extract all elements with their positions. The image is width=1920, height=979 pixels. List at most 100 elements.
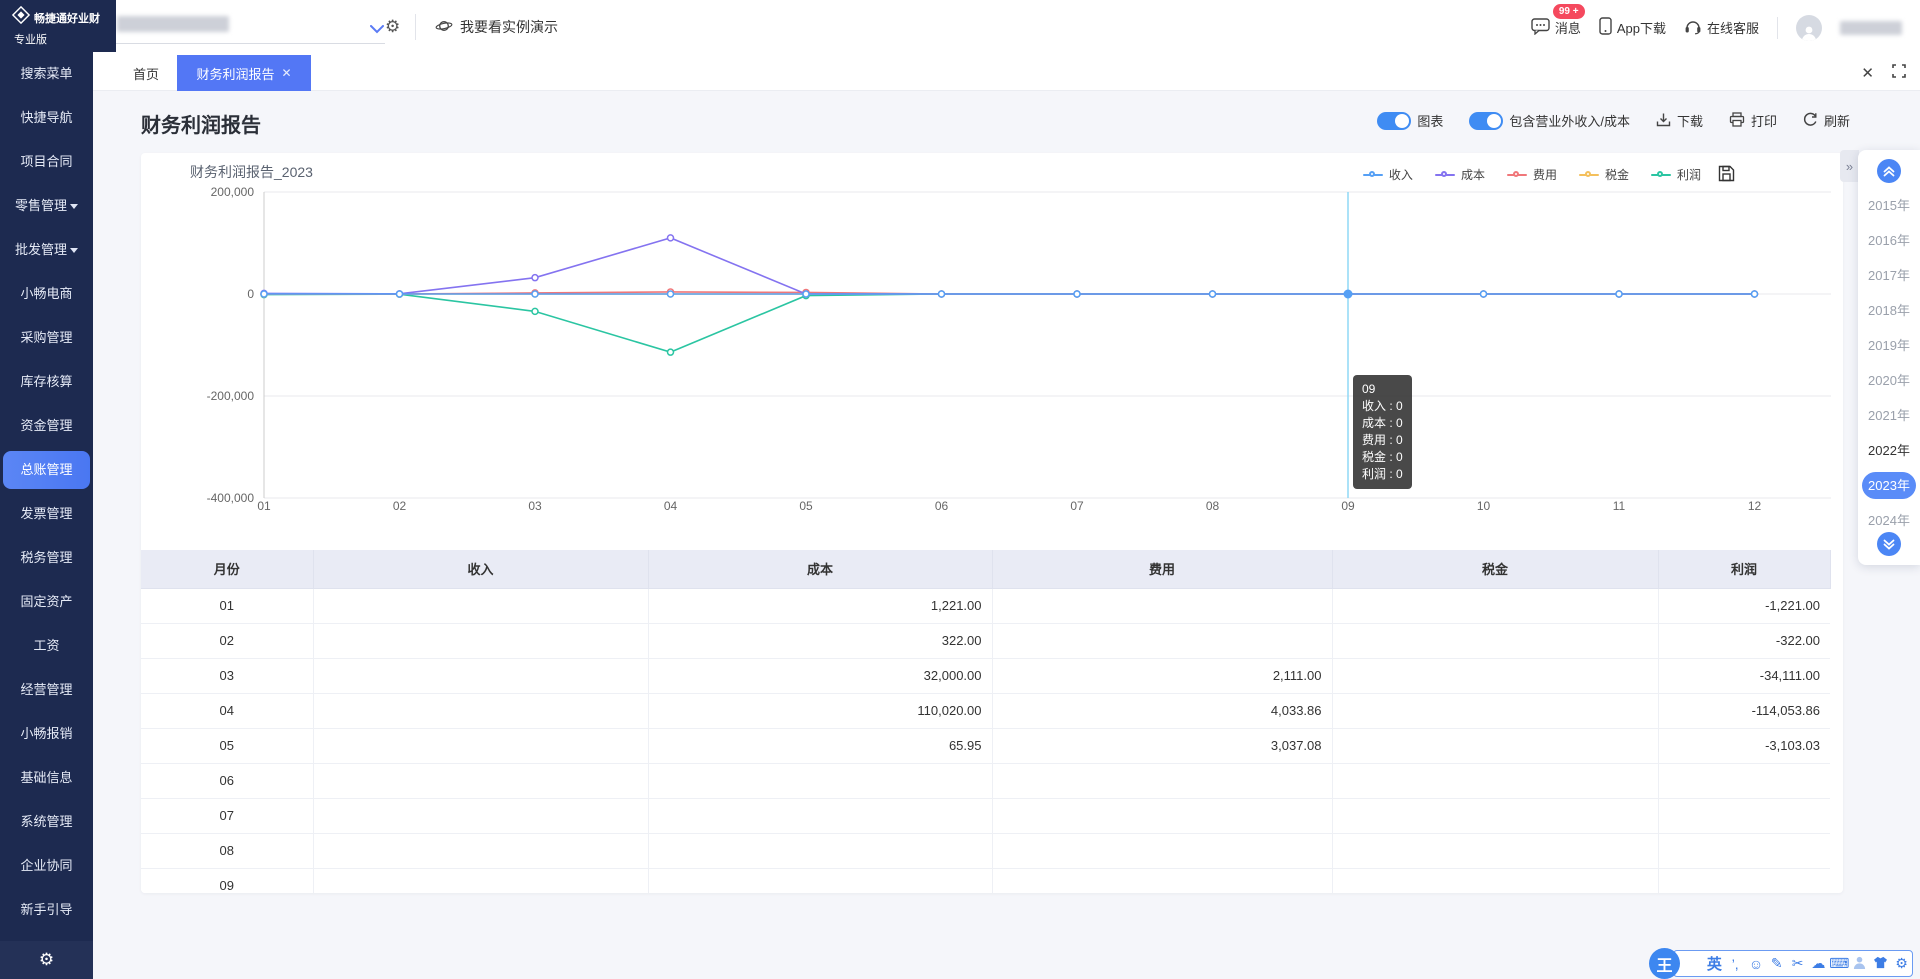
legend-item-费用[interactable]: 费用 xyxy=(1506,166,1557,183)
save-chart-icon[interactable] xyxy=(1718,165,1735,187)
year-item-2022[interactable]: 2022年 xyxy=(1868,443,1910,458)
table-row[interactable]: 02 322.00 -322.00 xyxy=(141,623,1830,659)
table-row[interactable]: 05 65.95 3,037.08 -3,103.03 xyxy=(141,728,1830,764)
sidebar-item-9[interactable]: 资金管理 xyxy=(0,404,93,448)
legend-item-利润[interactable]: 利润 xyxy=(1650,166,1701,183)
table-cell xyxy=(648,763,993,799)
tab-home[interactable]: 首页 xyxy=(132,66,159,82)
ime-cloud-icon[interactable]: ☁ xyxy=(1811,955,1826,971)
year-item-2018[interactable]: 2018年 xyxy=(1868,303,1910,318)
year-item-2023[interactable]: 2023年 xyxy=(1862,472,1916,499)
chart-toggle-switch[interactable] xyxy=(1377,111,1412,130)
ime-punctuation-icon[interactable]: ’, xyxy=(1731,955,1739,972)
sidebar-item-3[interactable]: 项目合同 xyxy=(0,140,93,184)
include-toggle-switch[interactable] xyxy=(1469,111,1504,130)
demo-link[interactable]: 我要看实例演示 xyxy=(435,17,558,37)
legend-item-收入[interactable]: 收入 xyxy=(1362,166,1413,183)
table-cell xyxy=(1332,693,1659,729)
sidebar-item-label: 采购管理 xyxy=(20,330,73,345)
settings-gear-icon[interactable]: ⚙ xyxy=(38,950,55,969)
workspace-gear-icon[interactable]: ⚙ xyxy=(385,17,401,36)
ime-person-icon[interactable] xyxy=(1850,956,1871,972)
svg-text:06: 06 xyxy=(935,499,949,513)
chart-title: 财务利润报告_2023 xyxy=(190,164,313,180)
year-item-2020[interactable]: 2020年 xyxy=(1868,373,1910,388)
sidebar-item-6[interactable]: 小畅电商 xyxy=(0,272,93,316)
app-download-button[interactable]: App下载 xyxy=(1599,17,1666,38)
sidebar-item-2[interactable]: 快捷导航 xyxy=(0,96,93,140)
sidebar-item-5[interactable]: 批发管理 xyxy=(0,228,93,272)
ime-keyboard-icon[interactable]: ⌨ xyxy=(1829,955,1850,971)
sidebar-item-label: 新手引导 xyxy=(20,902,73,917)
chart-tooltip: 09 收入 : 0 成本 : 0 费用 : 0 税金 : 0 利润 : 0 xyxy=(1353,375,1412,489)
sidebar-item-10[interactable]: 总账管理 xyxy=(3,451,90,489)
tab-close-icon[interactable]: ✕ xyxy=(281,66,292,80)
year-item-2024[interactable]: 2024年 xyxy=(1868,513,1910,528)
year-item-2016[interactable]: 2016年 xyxy=(1868,233,1910,248)
year-item-2021[interactable]: 2021年 xyxy=(1868,408,1910,423)
headset-icon xyxy=(1684,18,1702,38)
table-row[interactable]: 07 xyxy=(141,798,1830,834)
sidebar-item-12[interactable]: 税务管理 xyxy=(0,536,93,580)
table-cell: 110,020.00 xyxy=(648,693,993,729)
caret-down-icon xyxy=(70,204,78,210)
sidebar-item-16[interactable]: 小畅报销 xyxy=(0,712,93,756)
include-nonoperating-toggle[interactable]: 包含营业外收入/成本 xyxy=(1469,111,1630,130)
sidebar-item-20[interactable]: 新手引导 xyxy=(0,888,93,932)
sidebar-item-7[interactable]: 采购管理 xyxy=(0,316,93,360)
sidebar-item-1[interactable]: 搜索菜单 xyxy=(0,52,93,96)
ime-language-toggle[interactable]: 英 xyxy=(1706,956,1722,973)
content-area: 财务利润报告 图表 包含营业外收入/成本 下载 xyxy=(93,91,1920,979)
year-item-2015[interactable]: 2015年 xyxy=(1868,198,1910,213)
table-row[interactable]: 03 32,000.00 2,111.00 -34,111.00 xyxy=(141,658,1830,694)
years-scroll-up-button[interactable] xyxy=(1877,159,1901,183)
download-button[interactable]: 下载 xyxy=(1656,111,1703,130)
fullscreen-icon[interactable] xyxy=(1892,63,1906,83)
year-panel-collapse-handle[interactable]: » xyxy=(1840,150,1859,182)
sidebar-item-13[interactable]: 固定资产 xyxy=(0,580,93,624)
year-item-2019[interactable]: 2019年 xyxy=(1868,338,1910,353)
legend-item-成本[interactable]: 成本 xyxy=(1434,166,1485,183)
sidebar-item-14[interactable]: 工资 xyxy=(0,624,93,668)
tooltip-line: 收入 : 0 xyxy=(1362,399,1403,413)
table-row[interactable]: 01 1,221.00 -1,221.00 xyxy=(141,588,1830,624)
ime-skin-icon[interactable] xyxy=(1870,956,1891,972)
company-selector[interactable] xyxy=(115,0,385,44)
sidebar-item-label: 零售管理 xyxy=(14,198,67,213)
year-item-2017[interactable]: 2017年 xyxy=(1868,268,1910,283)
ime-pencil-icon[interactable]: ✎ xyxy=(1770,955,1783,971)
years-scroll-down-button[interactable] xyxy=(1877,532,1901,556)
table-row[interactable]: 08 xyxy=(141,833,1830,869)
table-row[interactable]: 09 xyxy=(141,868,1830,893)
avatar[interactable] xyxy=(1796,14,1822,41)
online-support-button[interactable]: 在线客服 xyxy=(1684,18,1759,38)
sidebar-item-11[interactable]: 发票管理 xyxy=(0,492,93,536)
svg-text:-200,000: -200,000 xyxy=(207,389,255,403)
table-cell: -3,103.03 xyxy=(1658,728,1830,764)
sidebar-item-8[interactable]: 库存核算 xyxy=(0,360,93,404)
tab-report-active[interactable]: 财务利润报告 ✕ xyxy=(177,55,311,91)
svg-text:200,000: 200,000 xyxy=(211,185,255,199)
print-button[interactable]: 打印 xyxy=(1729,111,1777,130)
sidebar-item-17[interactable]: 基础信息 xyxy=(0,756,93,800)
close-icon[interactable]: ✕ xyxy=(1861,65,1874,82)
table-header-月份: 月份 xyxy=(141,550,314,589)
sidebar-item-19[interactable]: 企业协同 xyxy=(0,844,93,888)
messages-button[interactable]: 消息 99 + xyxy=(1531,3,1585,38)
legend-item-税金[interactable]: 税金 xyxy=(1578,166,1629,183)
sidebar-item-18[interactable]: 系统管理 xyxy=(0,800,93,844)
ime-scissors-icon[interactable]: ✂ xyxy=(1791,955,1804,971)
ime-emoji-icon[interactable]: ☺ xyxy=(1748,955,1764,972)
chevron-down-icon[interactable] xyxy=(370,21,384,39)
ime-gear-icon[interactable]: ⚙ xyxy=(1895,955,1908,971)
ime-logo-icon[interactable]: 王 xyxy=(1649,948,1680,979)
sidebar-item-15[interactable]: 经营管理 xyxy=(0,668,93,712)
sidebar-item-4[interactable]: 零售管理 xyxy=(0,184,93,228)
table-row[interactable]: 04 110,020.00 4,033.86 -114,053.86 xyxy=(141,693,1830,729)
table-row[interactable]: 06 xyxy=(141,763,1830,799)
table-cell xyxy=(313,763,649,799)
chart-toggle[interactable]: 图表 xyxy=(1377,111,1443,130)
refresh-button[interactable]: 刷新 xyxy=(1803,111,1850,130)
